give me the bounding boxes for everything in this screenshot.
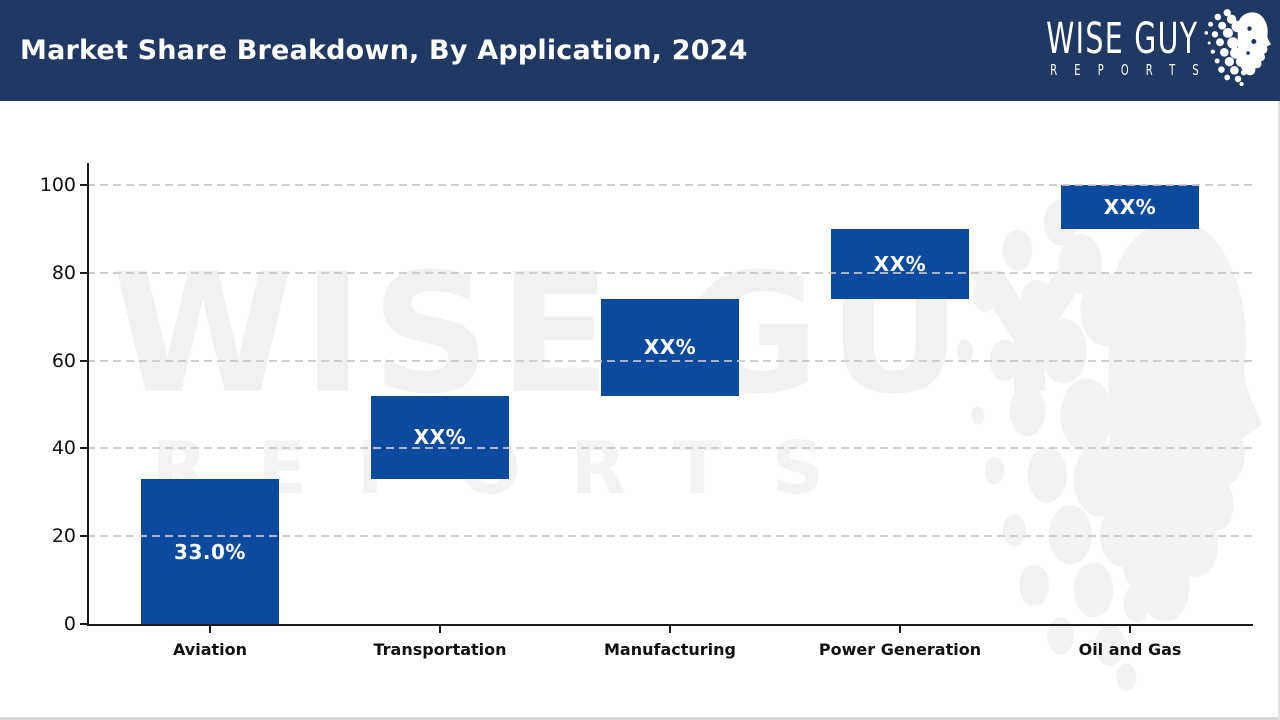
gridline-80	[87, 271, 1253, 274]
x-tick-label-oil-and-gas: Oil and Gas	[1078, 640, 1182, 659]
x-tick-mark	[899, 626, 901, 633]
bar-transportation: XX%	[371, 395, 509, 480]
bar-power-generation: XX%	[831, 228, 969, 300]
y-tick-mark	[80, 359, 87, 362]
x-tick-label-transportation: Transportation	[373, 640, 507, 659]
x-tick-mark	[209, 626, 211, 633]
x-tick-label-aviation: Aviation	[172, 640, 248, 659]
gridline-40	[87, 447, 1253, 450]
x-tick-mark	[1129, 626, 1131, 633]
y-tick-mark	[80, 623, 87, 625]
x-tick-mark	[669, 626, 671, 633]
gridline-100	[87, 184, 1253, 186]
bar-value-label: XX%	[413, 425, 467, 450]
bar-manufacturing: XX%	[601, 299, 739, 396]
x-tick-mark	[439, 626, 441, 633]
x-tick-label-manufacturing: Manufacturing	[604, 640, 736, 659]
x-tick-label-power-generation: Power Generation	[818, 640, 982, 659]
x-axis-line	[87, 624, 1253, 626]
logo-wordmark-block: WISE GUY REPORTS	[1047, 17, 1216, 79]
y-tick-mark	[80, 271, 87, 274]
logo-wordmark: WISE GUY	[1046, 14, 1199, 64]
y-tick-label: 0	[63, 613, 76, 635]
bar-aviation: 33.0%	[141, 479, 279, 624]
y-tick-mark	[80, 447, 87, 450]
y-tick-mark	[80, 535, 87, 538]
y-tick-label: 20	[51, 525, 76, 548]
logo-face-icon	[1204, 9, 1272, 87]
y-tick-label: 60	[51, 349, 76, 372]
y-tick-mark	[80, 184, 87, 186]
bar-value-label: XX%	[643, 335, 697, 360]
y-tick-label: 100	[39, 174, 76, 196]
brand-logo: WISE GUY REPORTS	[959, 5, 1274, 91]
bar-oil-and-gas: XX%	[1061, 185, 1199, 229]
gridline-60	[87, 359, 1253, 362]
y-axis-line	[87, 163, 89, 626]
bottom-divider	[0, 717, 1280, 720]
bar-value-label: XX%	[1103, 194, 1157, 219]
right-edge-divider	[1278, 101, 1280, 720]
logo-subtext: REPORTS	[1050, 61, 1216, 79]
y-tick-label: 40	[51, 437, 76, 460]
page-title: Market Share Breakdown, By Application, …	[20, 35, 748, 66]
gridline-20	[87, 535, 1253, 538]
header-bar: Market Share Breakdown, By Application, …	[0, 0, 1280, 101]
y-tick-label: 80	[51, 261, 76, 284]
bar-value-label: 33.0%	[174, 539, 246, 564]
